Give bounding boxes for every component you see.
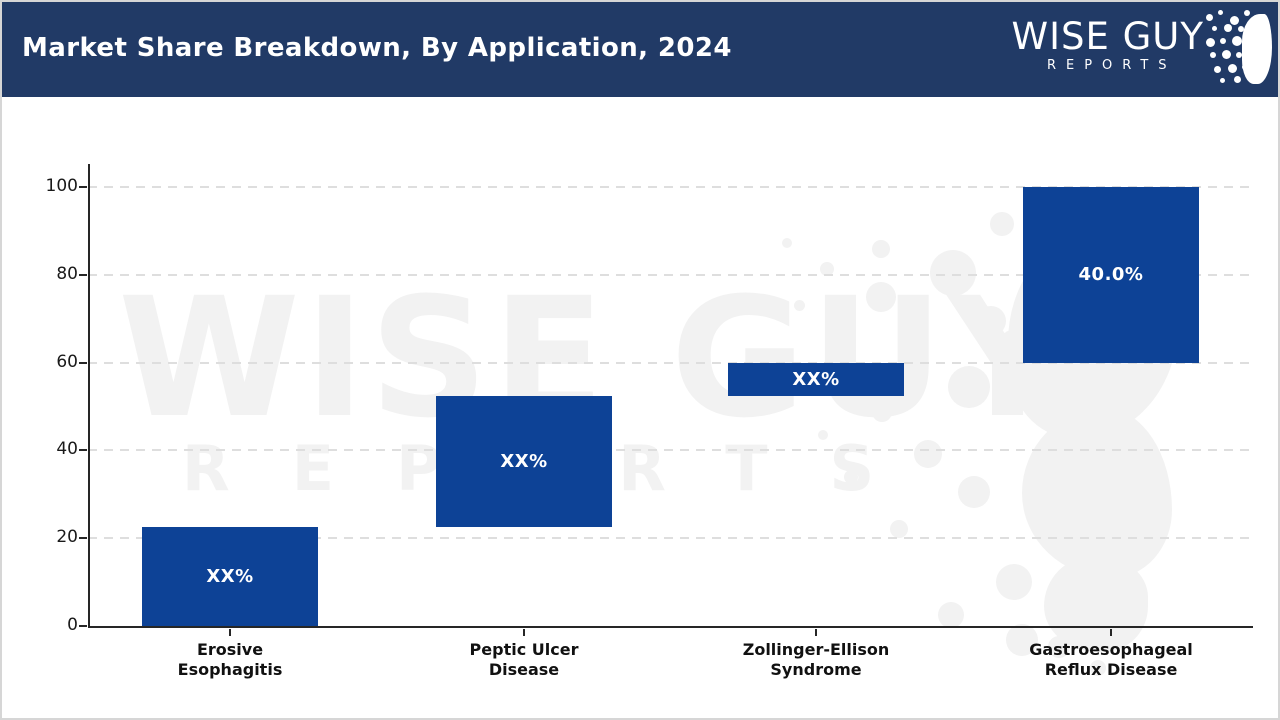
watermark-dot <box>794 300 805 311</box>
logo-face-silhouette <box>1242 14 1272 84</box>
logo-head-dot <box>1244 10 1250 16</box>
bar-value-label: XX% <box>206 566 254 588</box>
logo-head-dot <box>1242 64 1248 70</box>
watermark-dot <box>890 520 908 538</box>
x-axis-category-label: Zollinger-Ellison Syndrome <box>686 640 946 680</box>
watermark-face-blob <box>1044 556 1148 652</box>
logo-head-dot <box>1246 34 1253 41</box>
y-axis-tick <box>79 449 87 452</box>
x-axis-category-label: Gastroesophageal Reflux Disease <box>981 640 1241 680</box>
watermark-dot <box>1002 330 1022 350</box>
x-axis-tick <box>1110 629 1112 636</box>
y-axis-tick-label: 60 <box>56 351 78 372</box>
y-axis-tick <box>79 186 87 188</box>
logo-head-dot <box>1248 48 1253 53</box>
logo-head-dot <box>1206 38 1215 47</box>
gridline-80 <box>88 273 1253 276</box>
watermark-dot <box>990 212 1014 236</box>
watermark-dot <box>996 564 1032 600</box>
category-label-line: Disease <box>488 660 560 679</box>
x-axis-tick <box>815 629 817 636</box>
watermark-dot <box>948 366 990 408</box>
y-axis-tick-label: 40 <box>56 439 78 460</box>
bar-segment: 40.0% <box>1023 187 1199 363</box>
logo-head-dot <box>1222 50 1231 59</box>
y-axis-tick <box>79 625 87 627</box>
bar-value-label: XX% <box>792 368 840 390</box>
logo-head-dot <box>1220 78 1225 83</box>
watermark-dot <box>872 240 890 258</box>
logo-head-dot <box>1218 10 1223 15</box>
watermark-dot <box>872 402 892 422</box>
category-label-line: Erosive <box>196 640 264 659</box>
x-axis-line <box>88 626 1253 628</box>
x-axis-tick <box>229 629 231 636</box>
chart-title: Market Share Breakdown, By Application, … <box>22 32 732 63</box>
watermark-dot <box>844 470 858 484</box>
logo-head-dot <box>1236 52 1242 58</box>
watermark-dot <box>866 282 896 312</box>
watermark-dot <box>938 602 964 628</box>
gridline-20 <box>88 537 1253 540</box>
logo-head-dot <box>1238 26 1244 32</box>
watermark-dot <box>976 306 1006 336</box>
y-axis-tick-label: 80 <box>56 263 78 284</box>
logo-subtext: REPORTS <box>1046 58 1177 73</box>
y-axis-line <box>88 164 90 628</box>
gridline-100 <box>88 186 1253 188</box>
category-label-line: Gastroesophageal <box>1029 640 1193 659</box>
y-axis-tick <box>79 273 87 276</box>
logo-head-dot <box>1224 24 1232 32</box>
y-axis-tick-label: 20 <box>56 527 78 548</box>
bar-segment: XX% <box>436 395 612 528</box>
header-bar: Market Share Breakdown, By Application, … <box>0 0 1280 97</box>
y-axis-tick-label: 0 <box>67 615 78 635</box>
y-axis-tick-label: 100 <box>45 176 78 196</box>
watermark-face-blob <box>1022 408 1172 578</box>
category-label-line: Reflux Disease <box>1044 660 1178 679</box>
logo-head-dot <box>1210 52 1216 58</box>
logo-wordmark: WISE GUY <box>1011 15 1204 58</box>
gridline-60 <box>88 361 1253 364</box>
watermark-dot <box>958 476 990 508</box>
logo-head-dot <box>1232 36 1242 46</box>
logo-head-dot <box>1234 76 1241 83</box>
y-axis-tick <box>79 361 87 364</box>
logo-head-dot <box>1212 26 1217 31</box>
watermark-dot <box>906 332 928 354</box>
category-label-line: Esophagitis <box>177 660 283 679</box>
logo-head-dot <box>1230 16 1239 25</box>
bar-value-label: XX% <box>500 450 548 472</box>
bar-segment: XX% <box>142 527 318 626</box>
x-axis-category-label: Erosive Esophagitis <box>100 640 360 680</box>
brand-logo-text: WISE GUY REPORTS <box>1012 18 1204 73</box>
category-label-line: Zollinger-Ellison <box>742 640 890 659</box>
bar-value-label: 40.0% <box>1078 264 1144 286</box>
y-axis-tick <box>79 537 87 540</box>
logo-head-dot <box>1228 64 1237 73</box>
watermark-dot <box>782 238 792 248</box>
category-label-line: Peptic Ulcer <box>469 640 579 659</box>
bar-segment: XX% <box>728 362 904 396</box>
category-label-line: Syndrome <box>770 660 862 679</box>
logo-face-icon <box>1204 8 1272 88</box>
gridline-40 <box>88 449 1253 452</box>
logo-head-dot <box>1206 14 1213 21</box>
logo-head-dot <box>1220 38 1226 44</box>
brand-logo: WISE GUY REPORTS <box>1012 6 1272 91</box>
watermark-dot <box>818 430 828 440</box>
x-axis-tick <box>523 629 525 636</box>
x-axis-category-label: Peptic Ulcer Disease <box>394 640 654 680</box>
logo-head-dot <box>1214 66 1221 73</box>
watermark-dot <box>914 440 942 468</box>
